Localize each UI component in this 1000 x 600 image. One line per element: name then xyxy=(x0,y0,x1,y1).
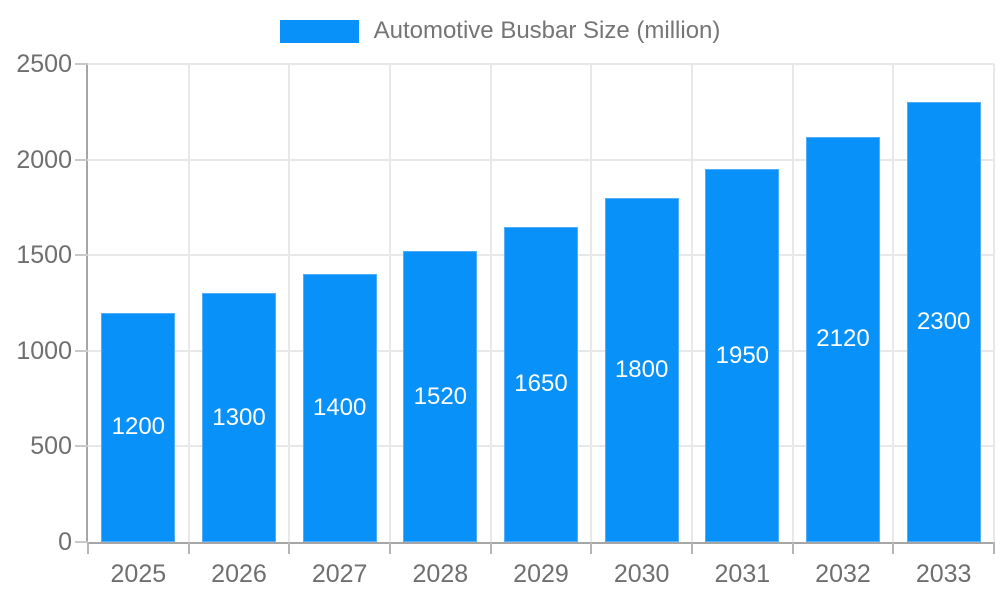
y-tick-label: 1000 xyxy=(16,336,72,365)
y-axis-tick xyxy=(75,254,88,257)
y-axis-tick xyxy=(75,63,88,65)
bar-value-label: 2300 xyxy=(916,308,971,336)
x-tick-label: 2033 xyxy=(915,560,972,588)
x-tick-label: 2031 xyxy=(714,560,771,588)
bar-2030[interactable] xyxy=(604,197,679,542)
bar-value-label: 1650 xyxy=(514,370,568,398)
bar-2033[interactable] xyxy=(906,102,981,542)
bar-value-label: 2120 xyxy=(816,325,870,353)
bar-2026[interactable] xyxy=(202,293,276,542)
x-axis-tick xyxy=(288,542,291,554)
y-tick-label: 1500 xyxy=(16,241,72,270)
x-axis-tick xyxy=(590,542,593,554)
x-tick-label: 2032 xyxy=(815,560,871,588)
x-axis-tick xyxy=(389,542,391,554)
h-gridline xyxy=(88,63,994,65)
x-axis-tick xyxy=(993,542,995,554)
legend-label: Automotive Busbar Size (million) xyxy=(373,17,721,44)
x-tick-label: 2029 xyxy=(513,560,569,588)
bar-2029[interactable] xyxy=(504,226,578,542)
x-axis-tick xyxy=(691,542,693,554)
bar-value-label: 1520 xyxy=(413,382,468,410)
x-tick-label: 2026 xyxy=(211,560,267,588)
x-axis-tick xyxy=(892,542,895,554)
legend[interactable]: Automotive Busbar Size (million) xyxy=(0,17,1000,45)
bar-2031[interactable] xyxy=(705,169,780,542)
y-axis-tick xyxy=(75,158,88,161)
bar-value-label: 1950 xyxy=(715,341,770,369)
v-gridline xyxy=(288,64,291,542)
v-gridline xyxy=(489,64,492,542)
bar-2027[interactable] xyxy=(302,274,377,542)
y-tick-label: 500 xyxy=(30,432,72,461)
x-axis-tick xyxy=(489,542,492,554)
x-axis-tick xyxy=(87,542,89,554)
bar-2032[interactable] xyxy=(806,136,880,542)
plot-area xyxy=(86,63,995,544)
x-axis-line xyxy=(88,542,994,544)
y-axis-line xyxy=(86,64,88,542)
h-gridline xyxy=(88,158,994,161)
legend-swatch xyxy=(279,19,359,43)
v-gridline xyxy=(993,64,995,542)
x-axis-tick xyxy=(187,542,190,554)
v-gridline xyxy=(389,64,391,542)
y-tick-label: 2000 xyxy=(16,145,72,174)
y-axis-tick xyxy=(75,349,88,352)
y-tick-label: 0 xyxy=(58,528,72,556)
v-gridline xyxy=(791,64,794,542)
v-gridline xyxy=(892,64,895,542)
y-axis-tick xyxy=(75,541,88,543)
bar-2028[interactable] xyxy=(403,251,478,542)
x-tick-label: 2028 xyxy=(412,560,469,588)
bar-value-label: 1200 xyxy=(111,413,166,441)
x-axis-tick xyxy=(791,542,794,554)
v-gridline xyxy=(187,64,190,542)
bar-value-label: 1300 xyxy=(212,403,266,431)
y-axis-tick xyxy=(75,445,88,448)
x-tick-label: 2027 xyxy=(311,560,368,588)
bar-value-label: 1400 xyxy=(312,394,367,422)
y-tick-label: 2500 xyxy=(16,50,72,78)
x-tick-label: 2025 xyxy=(110,560,167,588)
v-gridline xyxy=(691,64,693,542)
bar-2025[interactable] xyxy=(101,312,176,542)
bar-value-label: 1800 xyxy=(614,355,669,383)
x-tick-label: 2030 xyxy=(613,560,670,588)
v-gridline xyxy=(590,64,593,542)
